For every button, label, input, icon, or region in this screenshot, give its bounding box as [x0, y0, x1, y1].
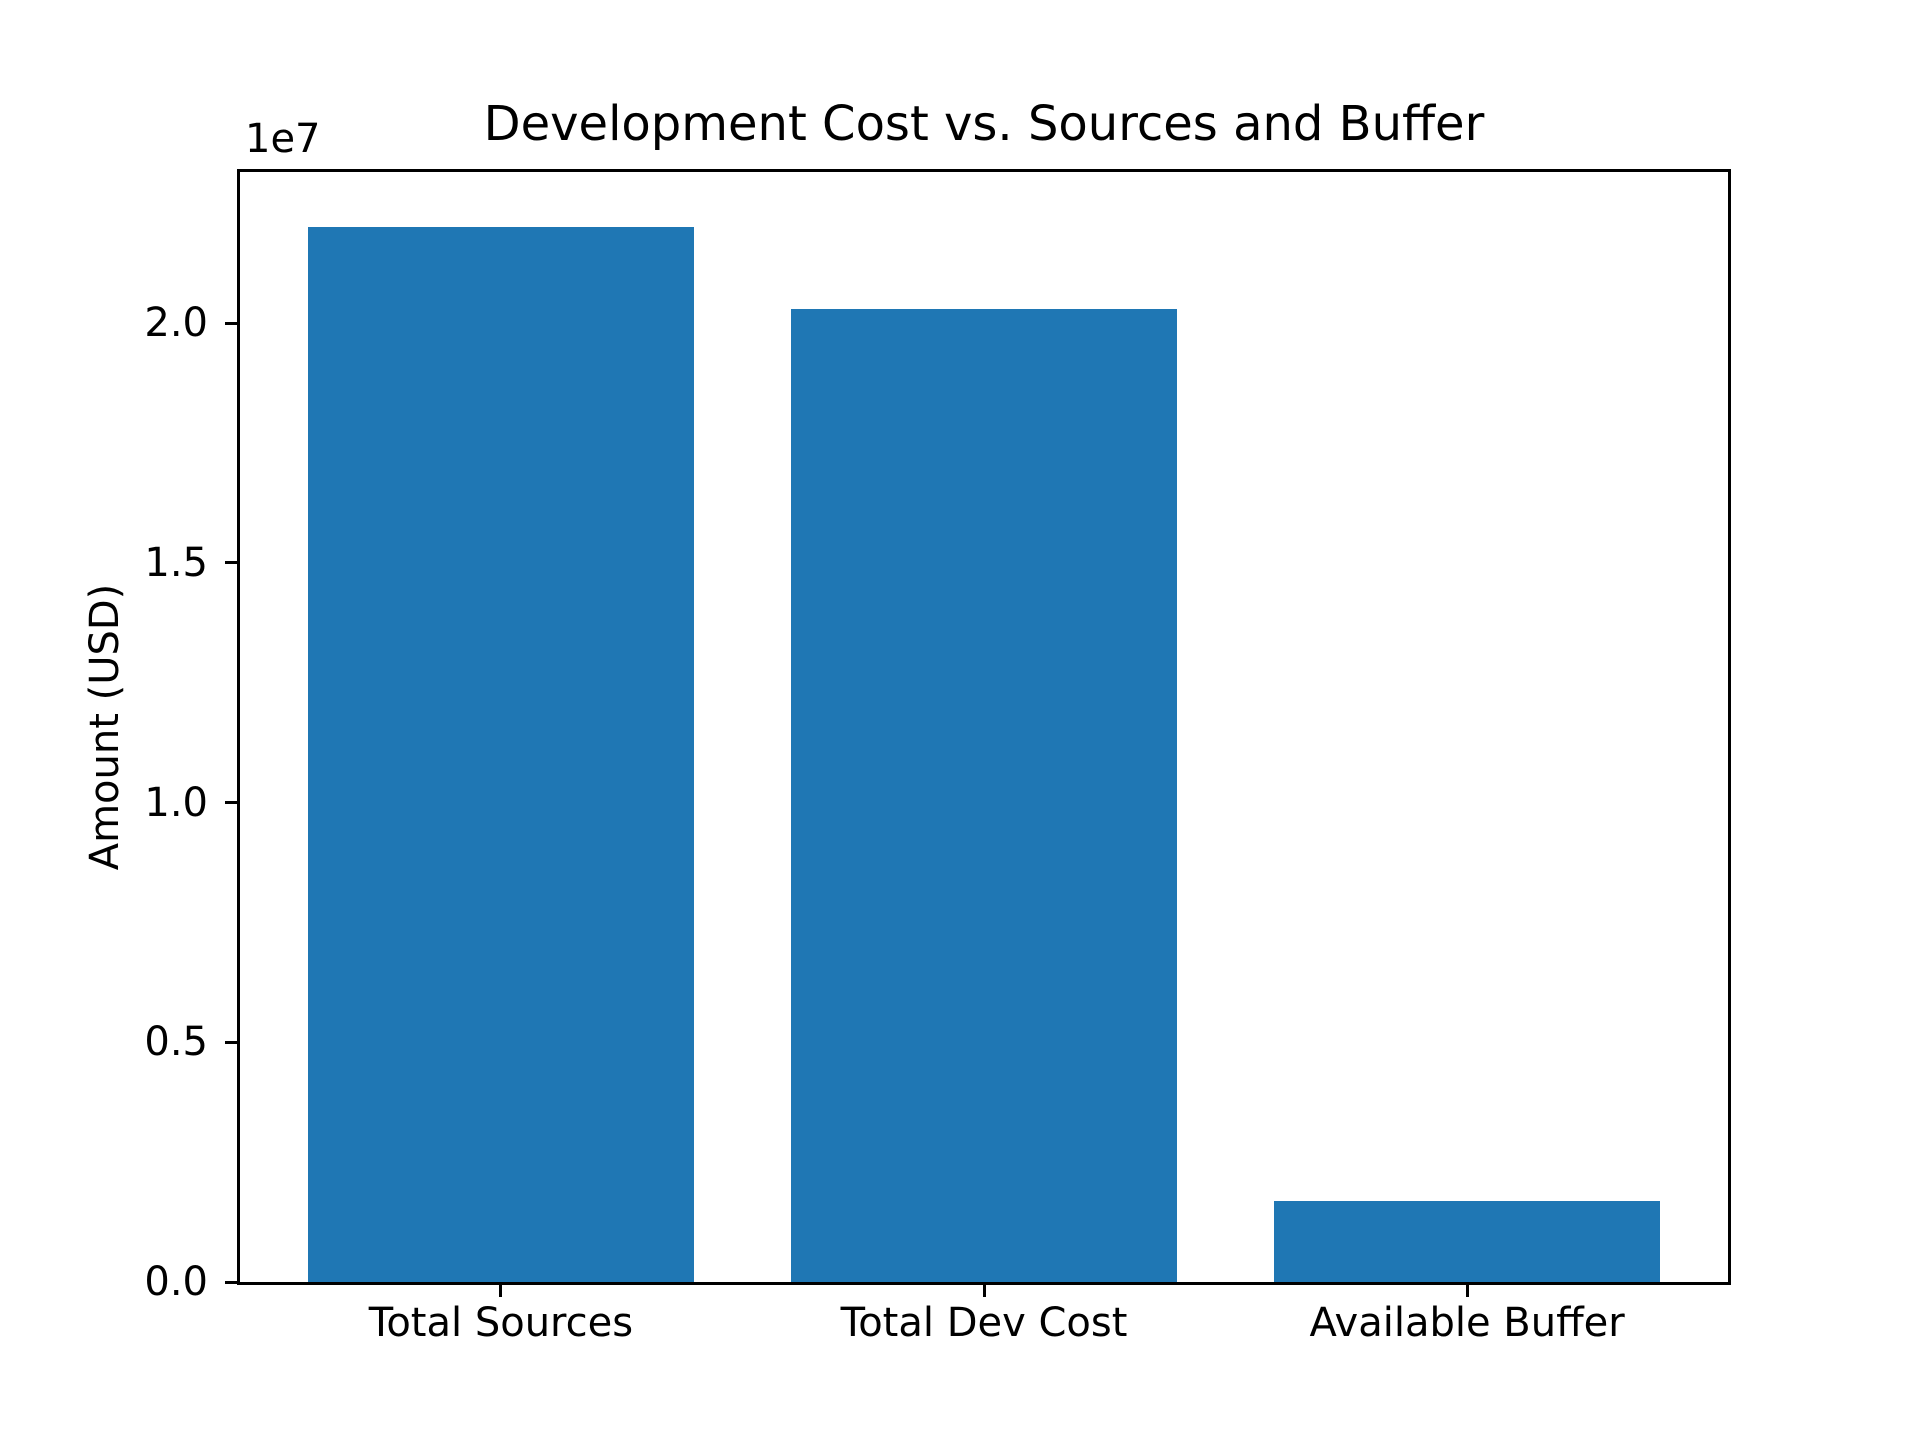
y-tick-label-0-5: 0.5 — [144, 1019, 208, 1066]
y-tick-label-1-0: 1.0 — [144, 779, 208, 826]
plot-area: Total Sources Total Dev Cost Available Buf… — [144, 169, 1731, 1343]
y-tick-label-2-0: 2.0 — [144, 300, 208, 347]
y-tick-mark — [225, 1040, 237, 1044]
y-tick-mark — [225, 1280, 237, 1284]
x-tick-mark — [982, 1285, 986, 1297]
top-spine — [237, 169, 1731, 172]
y-tick-mark — [225, 321, 237, 325]
x-tick-mark — [499, 1285, 503, 1297]
x-tick-mark — [1465, 1285, 1469, 1297]
y-tick-mark — [225, 561, 237, 565]
bottom-spine — [237, 1282, 1731, 1285]
bar-available-buffer — [1273, 1200, 1661, 1282]
bar-total-dev-cost — [790, 308, 1178, 1282]
x-tick-label-total-sources: Total Sources — [368, 1300, 634, 1346]
y-tick-mark — [225, 801, 237, 805]
bar-total-sources — [307, 227, 695, 1282]
y-tick-label-0-0: 0.0 — [144, 1259, 208, 1305]
x-tick-label-available-buffer: Available Buffer — [1309, 1300, 1625, 1346]
right-spine — [1728, 169, 1731, 1285]
chart-title: Development Cost vs. Sources and Buffer — [483, 96, 1485, 152]
y-axis-label: Amount (USD) — [82, 583, 128, 871]
y-axis-offset-text: 1e7 — [245, 116, 321, 162]
y-tick-label-1-5: 1.5 — [144, 539, 208, 586]
x-tick-label-total-dev-cost: Total Dev Cost — [840, 1300, 1128, 1346]
left-spine — [237, 169, 240, 1285]
